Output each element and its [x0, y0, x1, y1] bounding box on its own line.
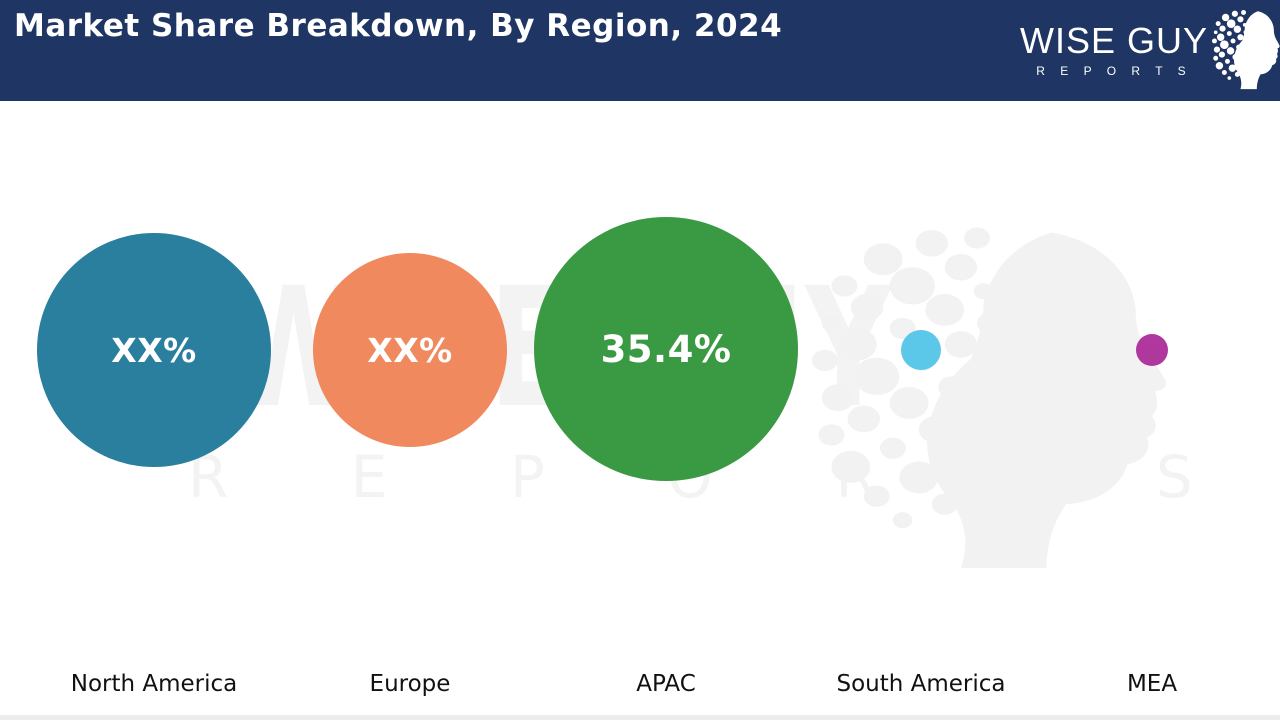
bubble-mea	[1136, 334, 1168, 366]
watermark-face-icon	[812, 227, 1166, 568]
bubble-value-label: 35.4%	[600, 327, 732, 371]
bubble-value-label: XX%	[367, 330, 453, 370]
logo-subtitle: R E P O R T S	[1036, 64, 1192, 78]
bubble-north-america: XX%	[37, 233, 271, 467]
wiseguy-logo-text: WISE GUY R E P O R T S	[1020, 20, 1208, 78]
category-label-mea: MEA	[1126, 671, 1178, 697]
category-label-south-america: South America	[836, 671, 1006, 697]
wiseguy-face-icon	[1212, 10, 1280, 90]
category-label-north-america: North America	[70, 671, 238, 697]
header-bar: Market Share Breakdown, By Region, 2024 …	[0, 0, 1280, 101]
bubble-apac: 35.4%	[534, 217, 798, 481]
bubble-europe: XX%	[313, 253, 507, 447]
logo-wordmark: WISE GUY	[1019, 20, 1208, 61]
bottom-border	[0, 715, 1280, 720]
category-label-apac: APAC	[636, 671, 696, 697]
bubble-value-label: XX%	[111, 330, 197, 370]
wiseguy-logo: WISE GUY R E P O R T S	[1020, 3, 1280, 95]
bubble-south-america	[901, 330, 941, 370]
page-title: Market Share Breakdown, By Region, 2024	[14, 8, 783, 44]
category-label-europe: Europe	[369, 671, 451, 697]
